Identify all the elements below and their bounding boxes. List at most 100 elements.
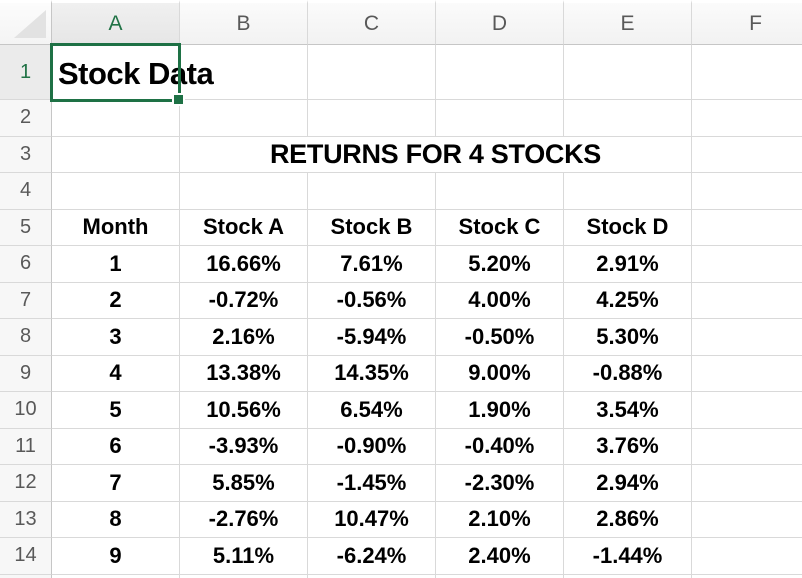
column-header-C[interactable]: C xyxy=(308,0,436,45)
cell-A1[interactable]: Stock Data xyxy=(52,45,214,100)
row-header-5[interactable]: 5 xyxy=(0,209,52,246)
column-header-B[interactable]: B xyxy=(180,0,308,45)
cell-A7[interactable]: 2 xyxy=(52,282,180,319)
cell-B13[interactable]: -2.76% xyxy=(180,501,308,538)
cell-A8[interactable]: 3 xyxy=(52,319,180,356)
cell-F6[interactable] xyxy=(692,246,802,283)
cell-F8[interactable] xyxy=(692,319,802,356)
cell-F5[interactable] xyxy=(692,209,802,246)
cell-A13[interactable]: 8 xyxy=(52,501,180,538)
cell-D9[interactable]: 9.00% xyxy=(436,355,564,392)
cell-A10[interactable]: 5 xyxy=(52,392,180,429)
fill-handle[interactable] xyxy=(172,93,185,106)
cell-D12[interactable]: -2.30% xyxy=(436,465,564,502)
cell-A3[interactable] xyxy=(52,136,180,173)
cell-F11[interactable] xyxy=(692,428,802,465)
cell-B5[interactable]: Stock A xyxy=(180,209,308,246)
cell-B14[interactable]: 5.11% xyxy=(180,538,308,575)
cell-D11[interactable]: -0.40% xyxy=(436,428,564,465)
cell-D13[interactable]: 2.10% xyxy=(436,501,564,538)
row-header-9[interactable]: 9 xyxy=(0,355,52,392)
cell-F14[interactable] xyxy=(692,538,802,575)
cell-F7[interactable] xyxy=(692,282,802,319)
cell-A5[interactable]: Month xyxy=(52,209,180,246)
row-header-14[interactable]: 14 xyxy=(0,538,52,575)
cell-A11[interactable]: 6 xyxy=(52,428,180,465)
column-header-D[interactable]: D xyxy=(436,0,564,45)
cell-A12[interactable]: 7 xyxy=(52,465,180,502)
column-header-A[interactable]: A xyxy=(52,0,180,45)
cell-E2[interactable] xyxy=(564,100,692,137)
cell-C6[interactable]: 7.61% xyxy=(308,246,436,283)
cell-C4[interactable] xyxy=(308,173,436,210)
cell-C2[interactable] xyxy=(308,100,436,137)
cell-E4[interactable] xyxy=(564,173,692,210)
cell-D10[interactable]: 1.90% xyxy=(436,392,564,429)
cell-F2[interactable] xyxy=(692,100,802,137)
cell-B9[interactable]: 13.38% xyxy=(180,355,308,392)
cell-C8[interactable]: -5.94% xyxy=(308,319,436,356)
cell-E1[interactable] xyxy=(564,45,692,100)
cell-C14[interactable]: -6.24% xyxy=(308,538,436,575)
cell-B3[interactable]: RETURNS FOR 4 STOCKS xyxy=(180,136,692,173)
cell-B10[interactable]: 10.56% xyxy=(180,392,308,429)
cell-E9[interactable]: -0.88% xyxy=(564,355,692,392)
cell-B4[interactable] xyxy=(180,173,308,210)
cell-B6[interactable]: 16.66% xyxy=(180,246,308,283)
cell-C5[interactable]: Stock B xyxy=(308,209,436,246)
row-header-13[interactable]: 13 xyxy=(0,501,52,538)
cell-C10[interactable]: 6.54% xyxy=(308,392,436,429)
select-all-corner[interactable] xyxy=(0,0,52,45)
row-header-4[interactable]: 4 xyxy=(0,173,52,210)
cell-C13[interactable]: 10.47% xyxy=(308,501,436,538)
cell-D14[interactable]: 2.40% xyxy=(436,538,564,575)
cell-E11[interactable]: 3.76% xyxy=(564,428,692,465)
cell-A2[interactable] xyxy=(52,100,180,137)
row-header-12[interactable]: 12 xyxy=(0,465,52,502)
row-header-8[interactable]: 8 xyxy=(0,319,52,356)
cell-C12[interactable]: -1.45% xyxy=(308,465,436,502)
row-header-3[interactable]: 3 xyxy=(0,136,52,173)
row-header-11[interactable]: 11 xyxy=(0,428,52,465)
column-header-F[interactable]: F xyxy=(692,0,802,45)
cell-E7[interactable]: 4.25% xyxy=(564,282,692,319)
cell-B2[interactable] xyxy=(180,100,308,137)
cell-C11[interactable]: -0.90% xyxy=(308,428,436,465)
cell-F1[interactable] xyxy=(692,45,802,100)
row-header-1[interactable]: 1 xyxy=(0,45,52,100)
cell-B7[interactable]: -0.72% xyxy=(180,282,308,319)
cell-F10[interactable] xyxy=(692,392,802,429)
cell-A14[interactable]: 9 xyxy=(52,538,180,575)
cell-F13[interactable] xyxy=(692,501,802,538)
cell-D5[interactable]: Stock C xyxy=(436,209,564,246)
row-header-6[interactable]: 6 xyxy=(0,246,52,283)
cell-B1[interactable] xyxy=(180,45,308,100)
row-header-2[interactable]: 2 xyxy=(0,100,52,137)
cell-B8[interactable]: 2.16% xyxy=(180,319,308,356)
cell-A6[interactable]: 1 xyxy=(52,246,180,283)
cell-A9[interactable]: 4 xyxy=(52,355,180,392)
cell-C1[interactable] xyxy=(308,45,436,100)
cell-D8[interactable]: -0.50% xyxy=(436,319,564,356)
cell-D4[interactable] xyxy=(436,173,564,210)
cell-F9[interactable] xyxy=(692,355,802,392)
column-header-E[interactable]: E xyxy=(564,0,692,45)
cell-F12[interactable] xyxy=(692,465,802,502)
cell-D1[interactable] xyxy=(436,45,564,100)
row-header-10[interactable]: 10 xyxy=(0,392,52,429)
cell-F4[interactable] xyxy=(692,173,802,210)
cell-C9[interactable]: 14.35% xyxy=(308,355,436,392)
cell-E14[interactable]: -1.44% xyxy=(564,538,692,575)
row-header-7[interactable]: 7 xyxy=(0,282,52,319)
cell-F3[interactable] xyxy=(692,136,802,173)
cell-D2[interactable] xyxy=(436,100,564,137)
cell-E8[interactable]: 5.30% xyxy=(564,319,692,356)
cell-E5[interactable]: Stock D xyxy=(564,209,692,246)
cell-C7[interactable]: -0.56% xyxy=(308,282,436,319)
cell-D7[interactable]: 4.00% xyxy=(436,282,564,319)
cell-E10[interactable]: 3.54% xyxy=(564,392,692,429)
cell-B11[interactable]: -3.93% xyxy=(180,428,308,465)
cell-B12[interactable]: 5.85% xyxy=(180,465,308,502)
cell-D6[interactable]: 5.20% xyxy=(436,246,564,283)
cell-E13[interactable]: 2.86% xyxy=(564,501,692,538)
